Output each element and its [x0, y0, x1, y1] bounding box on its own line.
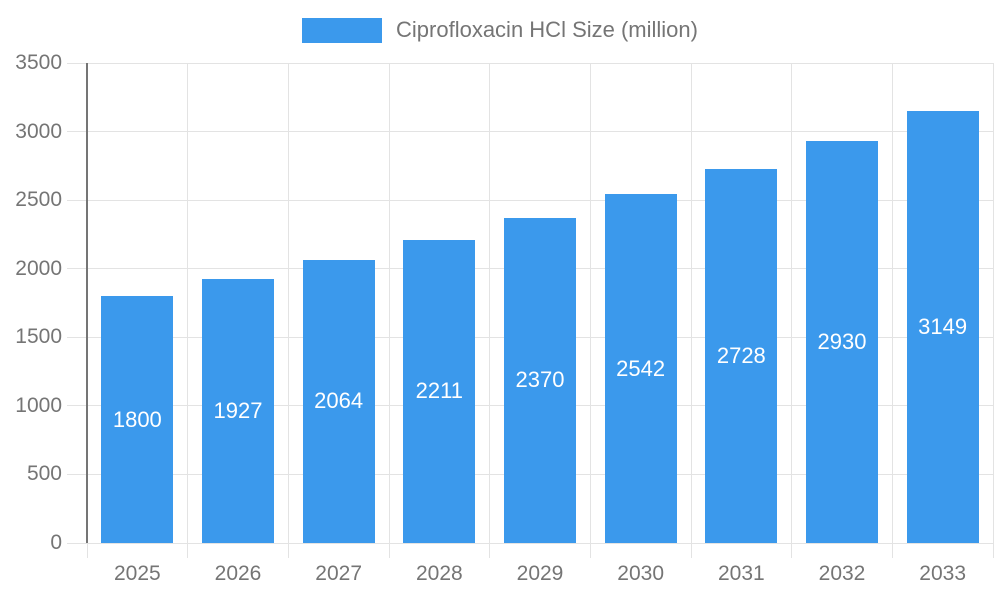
v-gridline: [992, 63, 994, 558]
bar-value-label: 2728: [716, 342, 766, 368]
bar-value-label: 1800: [112, 406, 162, 432]
v-gridline: [388, 63, 390, 558]
bar-2029[interactable]: 2370: [504, 217, 576, 543]
bar-value-label: 1927: [213, 397, 263, 423]
y-axis-tick-label: 2500: [15, 188, 62, 212]
v-gridline: [690, 63, 692, 558]
bar-2031[interactable]: 2728: [705, 168, 778, 543]
x-axis-tick-label: 2033: [919, 562, 967, 585]
bar-value-label: 2370: [515, 367, 565, 393]
y-axis-tick-label: 1000: [15, 393, 62, 417]
y-axis-tick-label: 1500: [15, 325, 62, 349]
bar-2032[interactable]: 2930: [806, 141, 878, 543]
bar-2030[interactable]: 2542: [604, 194, 677, 543]
x-axis-tick-label: 2031: [717, 562, 765, 585]
bar-value-label: 2542: [616, 355, 666, 381]
y-axis-tick-label: 3500: [15, 51, 62, 74]
v-gridline: [891, 63, 893, 558]
x-axis-tick-label: 2032: [818, 562, 866, 585]
h-gridline: [67, 199, 993, 201]
bar-value-label: 3149: [918, 314, 968, 340]
h-gridline: [67, 542, 993, 544]
bar-2028[interactable]: 2211: [403, 239, 476, 543]
legend: Ciprofloxacin HCl Size (million): [0, 17, 1000, 43]
x-axis-tick-label: 2030: [617, 562, 665, 585]
bar-2033[interactable]: 3149: [906, 111, 979, 543]
y-axis-tick-label: 3000: [15, 119, 62, 143]
v-gridline: [287, 63, 289, 558]
y-axis-tick-label: 500: [26, 462, 62, 486]
v-gridline: [187, 63, 189, 558]
bar-value-label: 2064: [314, 388, 364, 414]
bar-2027[interactable]: 2064: [302, 259, 375, 543]
bar-value-label: 2930: [817, 329, 867, 355]
x-axis-tick-label: 2029: [516, 562, 564, 585]
bar-2026[interactable]: 1927: [202, 278, 274, 543]
y-axis-tick-label: 2000: [15, 256, 62, 280]
x-axis-tick-label: 2028: [415, 562, 463, 585]
y-axis-tick-label: 0: [50, 531, 62, 554]
bar-2025[interactable]: 1800: [101, 296, 174, 543]
legend-item[interactable]: Ciprofloxacin HCl Size (million): [302, 17, 698, 43]
legend-label: Ciprofloxacin HCl Size (million): [396, 17, 698, 42]
v-gridline: [589, 63, 591, 558]
h-gridline: [67, 62, 993, 64]
v-gridline: [791, 63, 793, 558]
x-axis-tick-label: 2027: [315, 562, 363, 585]
x-axis-tick-label: 2026: [214, 562, 262, 585]
bar-value-label: 2211: [415, 378, 463, 404]
legend-swatch: [302, 17, 383, 43]
x-axis-tick-label: 2025: [113, 562, 161, 585]
v-gridline: [489, 63, 491, 558]
y-axis-line: [86, 63, 88, 543]
h-gridline: [67, 131, 993, 133]
